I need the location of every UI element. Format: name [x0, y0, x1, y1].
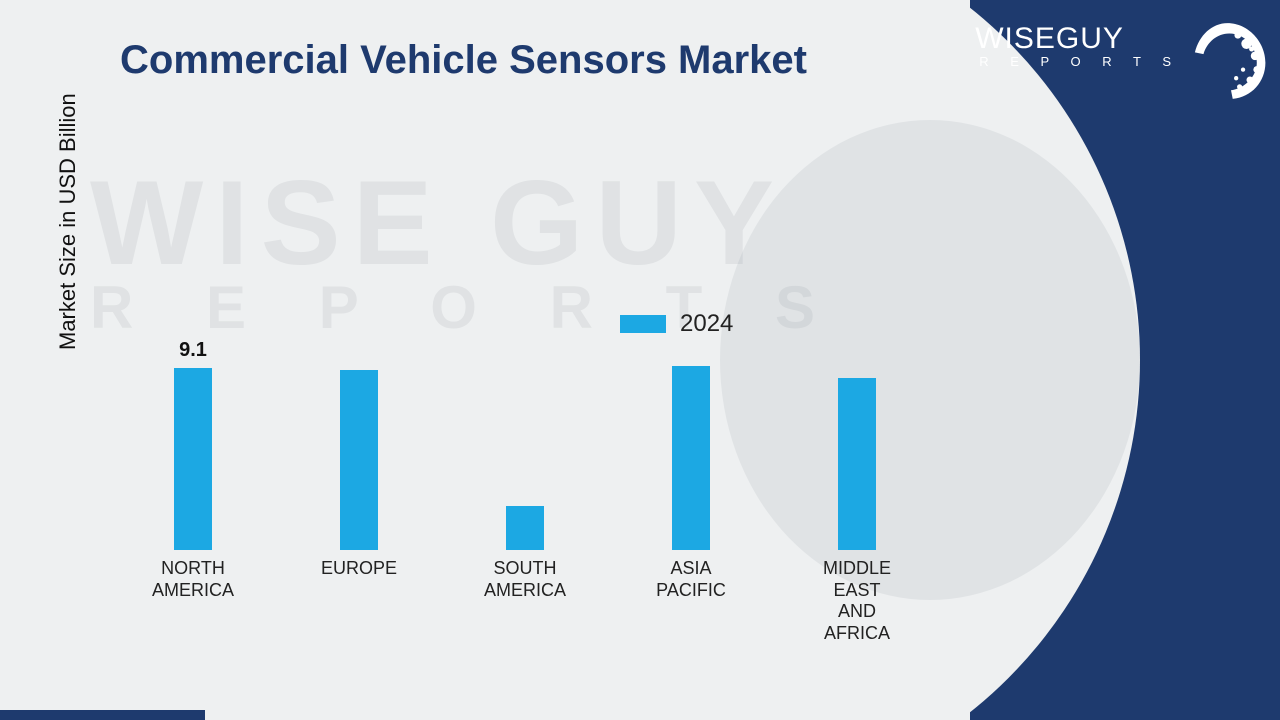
- bar: [838, 378, 876, 550]
- bar: [672, 366, 710, 550]
- bar-value-label: 9.1: [179, 339, 207, 362]
- brand-line1: WISEGUY: [975, 22, 1180, 56]
- brand-word-guy: GUY: [1056, 22, 1124, 55]
- brand-line2: R E P O R T S: [975, 54, 1180, 69]
- bar-slot: SOUTH AMERICA: [442, 350, 608, 550]
- chart-title: Commercial Vehicle Sensors Market: [120, 38, 807, 83]
- bar-slot: MIDDLE EAST AND AFRICA: [774, 350, 940, 550]
- brand-head-icon: [1188, 18, 1274, 104]
- legend-swatch: [620, 315, 666, 333]
- legend-label: 2024: [680, 310, 733, 338]
- bottom-accent-strip: [0, 710, 205, 720]
- bar-slot: ASIA PACIFIC: [608, 350, 774, 550]
- category-label: MIDDLE EAST AND AFRICA: [823, 558, 891, 644]
- bar: [340, 370, 378, 550]
- bar: [506, 506, 544, 550]
- category-label: EUROPE: [321, 558, 397, 580]
- brand-text: WISEGUY R E P O R T S: [975, 22, 1180, 69]
- category-label: ASIA PACIFIC: [656, 558, 726, 601]
- bar-slot: 9.1NORTH AMERICA: [110, 350, 276, 550]
- category-label: NORTH AMERICA: [152, 558, 234, 601]
- category-label: SOUTH AMERICA: [484, 558, 566, 601]
- bar-slot: EUROPE: [276, 350, 442, 550]
- infographic-stage: WISE GUY R E P O R T S Commercial Vehicl…: [0, 0, 1280, 720]
- y-axis-label: Market Size in USD Billion: [55, 93, 81, 350]
- bar-chart-plot: 9.1NORTH AMERICAEUROPESOUTH AMERICAASIA …: [110, 350, 940, 550]
- brand-word-wise: WISE: [975, 22, 1056, 55]
- legend: 2024: [620, 310, 733, 338]
- bar: 9.1: [174, 368, 212, 550]
